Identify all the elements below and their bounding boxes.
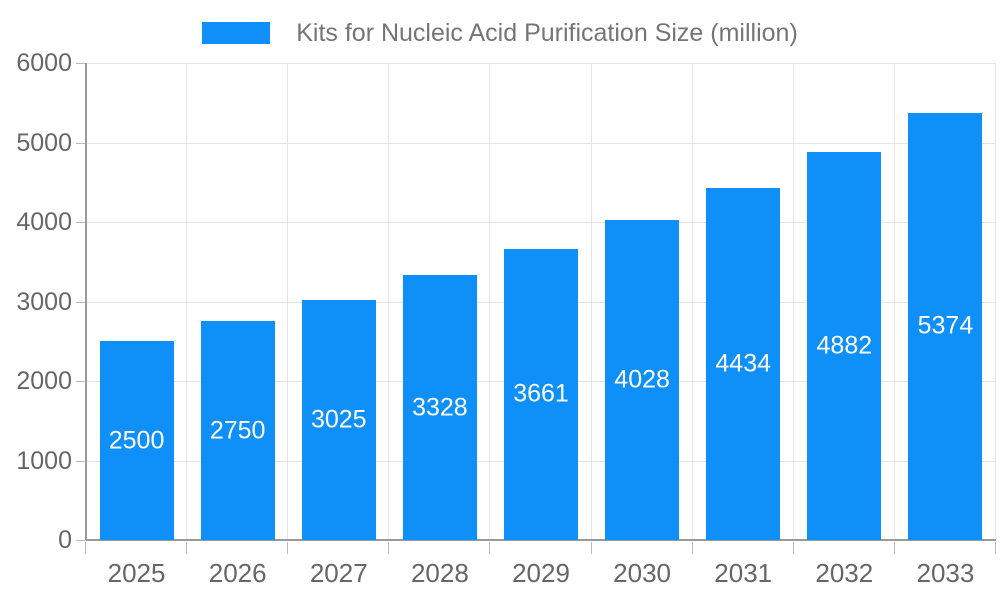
x-tick-label: 2027 [309,558,368,588]
x-tick [287,542,289,554]
bar-value-label: 3328 [412,393,468,422]
x-tick [792,542,794,554]
x-tick [590,542,592,554]
v-gridline [287,63,289,540]
x-tick-label: 2032 [815,558,874,588]
x-tick [489,542,491,554]
bar[interactable]: 4434 [706,187,781,540]
x-tick-label: 2026 [208,558,267,588]
y-tick-label: 5000 [16,128,72,157]
y-tick [76,460,86,462]
bar[interactable]: 3661 [504,248,578,540]
v-gridline [893,63,895,540]
x-tick-label: 2029 [512,558,570,588]
y-tick [76,301,86,303]
v-gridline [995,63,996,540]
v-gridline [792,63,794,540]
bar-value-label: 4028 [614,365,670,394]
y-tick [76,142,86,144]
x-tick [691,542,693,554]
h-gridline [86,142,996,144]
x-tick-label: 2028 [410,558,469,588]
bar-value-label: 4434 [715,349,772,378]
y-tick-label: 1000 [16,446,72,475]
legend-swatch [202,22,271,44]
x-tick-label: 2033 [916,558,975,588]
bar[interactable]: 3025 [301,299,376,540]
bar-value-label: 3025 [310,405,367,434]
y-tick [76,540,86,541]
legend-label: Kits for Nucleic Acid Purification Size … [296,19,798,47]
bar[interactable]: 2750 [200,321,275,540]
x-tick [186,542,188,554]
h-gridline [86,222,996,223]
bar[interactable]: 4882 [807,151,882,540]
x-tick-label: 2025 [107,558,166,588]
bar-value-label: 2750 [209,416,266,445]
v-gridline [590,63,592,540]
x-tick [388,542,390,554]
x-axis-line [86,539,996,541]
y-tick-label: 0 [58,526,72,554]
y-tick [76,381,86,382]
bar-value-label: 4882 [816,331,873,360]
y-tick [76,63,86,64]
y-tick [76,222,86,223]
x-tick [893,542,895,554]
bar-value-label: 5374 [917,311,974,340]
y-axis-line [85,63,87,540]
y-tick-label: 3000 [16,287,72,316]
plot-area: 2500 2750 3025 3328 3661 4028 4434 4882 5374 [76,63,996,554]
v-gridline [489,63,491,540]
x-tick [85,542,86,554]
y-tick-label: 2000 [16,367,72,395]
y-tick-label: 6000 [16,49,72,77]
bar[interactable]: 4028 [605,219,680,540]
y-tick-label: 4000 [16,208,72,236]
bar-value-label: 3661 [513,379,569,408]
x-tick-label: 2030 [613,558,672,588]
h-gridline [86,63,996,64]
x-tick [995,542,996,554]
v-gridline [691,63,693,540]
bar[interactable]: 2500 [99,341,174,540]
bar[interactable]: 3328 [402,275,477,540]
legend[interactable]: Kits for Nucleic Acid Purification Size … [0,18,1000,48]
v-gridline [186,63,188,540]
bar[interactable]: 5374 [908,112,983,540]
v-gridline [388,63,390,540]
x-tick-label: 2031 [714,558,773,588]
bar-value-label: 2500 [108,426,165,455]
